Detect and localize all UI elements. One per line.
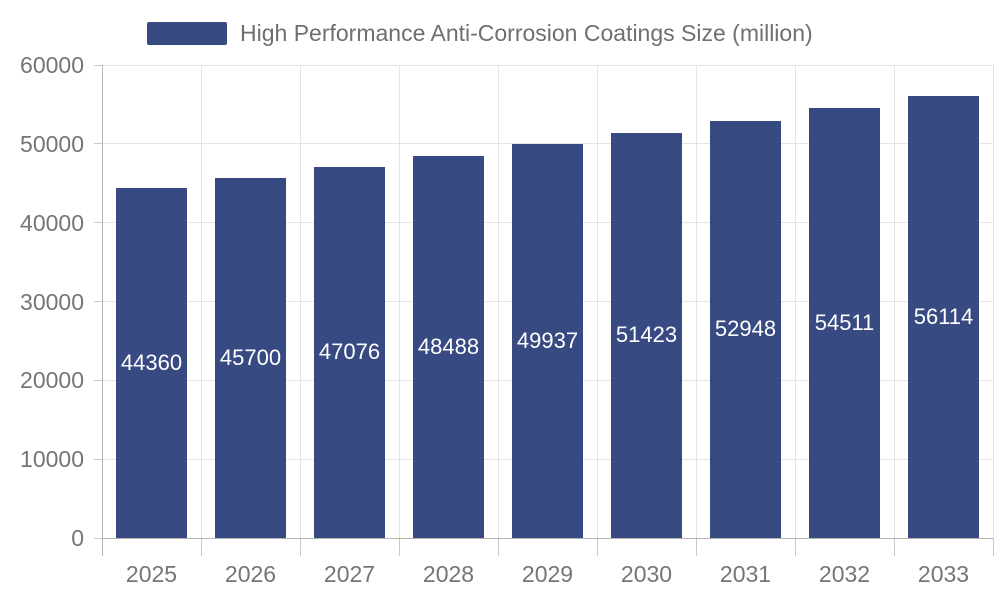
x-tick — [200, 538, 202, 556]
x-tick — [596, 538, 598, 556]
gridline-v — [695, 65, 697, 538]
gridline-v — [992, 65, 994, 538]
y-tick — [94, 301, 102, 302]
bar — [709, 120, 782, 538]
y-tick — [94, 458, 102, 460]
bar-value-label: 56114 — [913, 303, 974, 329]
gridline-v — [794, 65, 796, 538]
gridline-h — [102, 143, 993, 145]
legend-label: High Performance Anti-Corrosion Coatings… — [240, 19, 813, 46]
gridline-v — [398, 65, 400, 538]
x-tick — [893, 538, 895, 556]
bar — [808, 108, 881, 538]
x-tick-label: 2028 — [422, 561, 475, 587]
x-tick-label: 2025 — [125, 561, 178, 587]
bar — [313, 166, 386, 538]
gridline-v — [497, 65, 499, 538]
bar-value-label: 45700 — [219, 344, 282, 370]
y-tick-label: 50000 — [20, 130, 84, 157]
y-axis-line — [101, 65, 103, 556]
y-tick — [94, 379, 102, 381]
x-tick-label: 2027 — [323, 561, 376, 587]
y-tick-label: 40000 — [20, 209, 84, 236]
y-tick-label: 0 — [71, 525, 84, 551]
y-tick — [94, 537, 102, 539]
legend[interactable]: High Performance Anti-Corrosion Coatings… — [147, 19, 813, 47]
bar — [115, 188, 188, 538]
bar-value-label: 49937 — [516, 328, 579, 354]
bar — [214, 177, 287, 538]
gridline-h — [102, 64, 993, 66]
bar-value-label: 44360 — [120, 350, 183, 376]
bar — [412, 155, 485, 538]
gridline-v — [596, 65, 598, 538]
x-tick-label: 2032 — [818, 561, 871, 587]
y-tick-label: 30000 — [20, 288, 84, 315]
x-tick-label: 2033 — [917, 561, 970, 587]
x-tick — [398, 538, 400, 556]
bar-value-label: 47076 — [318, 339, 381, 365]
y-tick — [94, 222, 102, 224]
bar — [511, 144, 584, 538]
y-tick-label: 10000 — [20, 446, 84, 473]
x-tick — [497, 538, 499, 556]
gridline-v — [893, 65, 895, 538]
y-tick — [94, 143, 102, 145]
x-tick-label: 2031 — [719, 561, 772, 587]
x-axis-line — [102, 537, 993, 539]
x-tick — [794, 538, 796, 556]
bar-value-label: 52948 — [714, 316, 777, 342]
bar — [610, 132, 683, 538]
x-tick — [695, 538, 697, 556]
x-tick — [299, 538, 301, 556]
bar — [907, 95, 980, 538]
x-tick — [992, 538, 994, 556]
y-tick — [94, 64, 102, 66]
bar-value-label: 51423 — [615, 322, 678, 348]
x-tick-label: 2029 — [521, 561, 574, 587]
gridline-v — [299, 65, 301, 538]
x-tick-label: 2026 — [224, 561, 277, 587]
gridline-v — [200, 65, 202, 538]
bar-value-label: 54511 — [814, 310, 875, 336]
y-tick-label: 60000 — [20, 52, 84, 78]
x-tick-label: 2030 — [620, 561, 673, 587]
y-tick-label: 20000 — [20, 367, 84, 394]
bar-value-label: 48488 — [417, 333, 480, 359]
legend-swatch — [147, 21, 227, 45]
